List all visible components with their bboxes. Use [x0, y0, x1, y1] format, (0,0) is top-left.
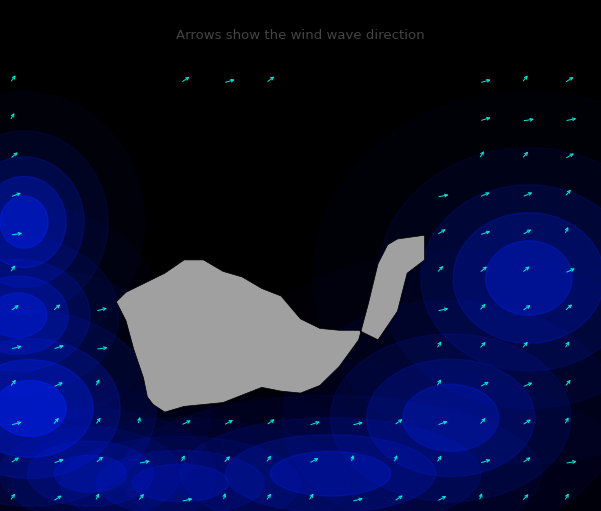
Ellipse shape: [0, 339, 120, 478]
Text: Arrows show the wind wave direction: Arrows show the wind wave direction: [176, 29, 425, 41]
Ellipse shape: [0, 311, 156, 506]
Ellipse shape: [486, 241, 572, 315]
Ellipse shape: [132, 464, 228, 502]
Ellipse shape: [54, 455, 126, 493]
Ellipse shape: [120, 396, 541, 511]
Ellipse shape: [282, 300, 601, 511]
Ellipse shape: [0, 176, 66, 268]
Ellipse shape: [60, 436, 300, 511]
Ellipse shape: [96, 450, 264, 511]
Ellipse shape: [0, 360, 93, 457]
Ellipse shape: [331, 334, 571, 502]
Ellipse shape: [0, 157, 84, 287]
Ellipse shape: [377, 148, 601, 408]
Ellipse shape: [0, 260, 90, 371]
Ellipse shape: [0, 381, 66, 436]
Ellipse shape: [421, 185, 601, 371]
Ellipse shape: [0, 237, 119, 393]
Ellipse shape: [225, 434, 436, 511]
Ellipse shape: [367, 359, 535, 477]
Ellipse shape: [0, 293, 47, 338]
Ellipse shape: [27, 441, 153, 506]
Ellipse shape: [0, 276, 69, 355]
Ellipse shape: [453, 213, 601, 343]
Ellipse shape: [0, 131, 108, 313]
Ellipse shape: [0, 427, 180, 511]
Polygon shape: [117, 235, 424, 412]
Ellipse shape: [0, 196, 48, 248]
Text: Secondary Swell energy on Saturday 22 Mar at 5pm SAST: Secondary Swell energy on Saturday 22 Ma…: [39, 6, 562, 24]
Ellipse shape: [403, 384, 499, 451]
Ellipse shape: [270, 451, 391, 496]
Ellipse shape: [180, 418, 481, 511]
